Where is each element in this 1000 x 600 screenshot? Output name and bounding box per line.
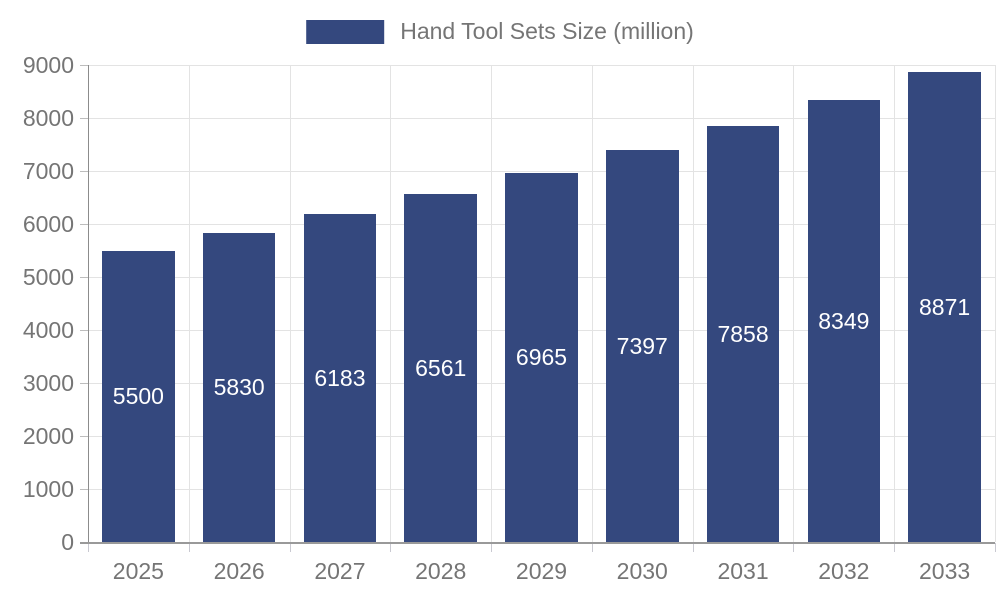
y-axis-tick xyxy=(80,383,88,384)
y-axis-label: 9000 xyxy=(22,52,74,78)
y-axis-tick xyxy=(80,330,88,331)
bar-value-label: 7397 xyxy=(616,332,668,359)
x-axis-tick xyxy=(692,543,694,552)
x-axis-tick xyxy=(188,543,190,552)
bar-value-label: 5500 xyxy=(112,383,164,410)
legend-label: Hand Tool Sets Size (million) xyxy=(400,18,694,44)
bar[interactable]: 8871 xyxy=(908,71,981,542)
gridline-vertical xyxy=(188,65,190,542)
y-axis-line xyxy=(88,65,89,543)
bar[interactable]: 6561 xyxy=(404,194,477,542)
y-axis-label: 6000 xyxy=(22,211,74,237)
y-axis-label: 3000 xyxy=(22,370,74,396)
y-axis-label: 7000 xyxy=(22,158,74,184)
bar-value-label: 6183 xyxy=(314,365,366,392)
x-axis-tick xyxy=(793,543,795,552)
x-axis-tick xyxy=(894,543,896,552)
x-axis-label: 2033 xyxy=(919,558,971,584)
x-axis-line xyxy=(80,542,995,544)
legend-swatch xyxy=(306,19,385,44)
x-axis-label: 2028 xyxy=(415,558,467,584)
y-axis-label: 2000 xyxy=(22,423,74,449)
gridline-vertical xyxy=(692,65,694,542)
gridline-vertical xyxy=(793,65,795,542)
y-axis-label: 8000 xyxy=(22,105,74,131)
y-axis-tick xyxy=(80,118,88,119)
gridline-vertical xyxy=(289,65,291,542)
bar[interactable]: 6183 xyxy=(303,214,377,542)
bar[interactable]: 5500 xyxy=(102,250,175,542)
bar[interactable]: 5830 xyxy=(202,233,276,542)
bar[interactable]: 8349 xyxy=(807,99,881,542)
y-axis-label: 5000 xyxy=(22,264,74,290)
gridline-vertical xyxy=(894,65,896,542)
bar-value-label: 7858 xyxy=(717,320,769,347)
bar[interactable]: 7397 xyxy=(605,149,679,542)
x-axis-tick xyxy=(995,543,996,552)
x-axis-label: 2026 xyxy=(213,558,265,584)
bar[interactable]: 7858 xyxy=(706,125,780,542)
x-axis-tick xyxy=(88,543,89,552)
gridline-vertical xyxy=(491,65,493,542)
gridline-horizontal xyxy=(88,171,995,172)
gridline-horizontal xyxy=(88,65,995,66)
x-axis-tick xyxy=(390,543,392,552)
x-axis-label: 2031 xyxy=(717,558,769,584)
gridline-vertical xyxy=(591,65,593,542)
x-axis-label: 2025 xyxy=(112,558,164,584)
y-axis-label: 1000 xyxy=(22,476,74,502)
x-axis-label: 2027 xyxy=(314,558,366,584)
x-axis-tick xyxy=(289,543,291,552)
x-axis-label: 2030 xyxy=(616,558,668,584)
bar-value-label: 8871 xyxy=(919,293,971,320)
gridline-vertical xyxy=(390,65,392,542)
y-axis-tick xyxy=(80,436,88,437)
y-axis-tick xyxy=(80,224,88,225)
x-axis-tick xyxy=(491,543,493,552)
bar-value-label: 6561 xyxy=(415,355,467,382)
x-axis-tick xyxy=(591,543,593,552)
y-axis-label: 4000 xyxy=(22,317,74,343)
y-axis-tick xyxy=(80,171,88,172)
bar-value-label: 6965 xyxy=(515,344,568,371)
x-axis-label: 2029 xyxy=(515,558,568,584)
gridline-vertical xyxy=(995,65,996,542)
y-axis-label: 0 xyxy=(61,529,74,555)
gridline-horizontal xyxy=(88,118,995,119)
bar-value-label: 8349 xyxy=(818,307,870,334)
legend-item[interactable]: Hand Tool Sets Size (million) xyxy=(306,18,694,45)
bar[interactable]: 6965 xyxy=(505,172,578,542)
x-axis-label: 2032 xyxy=(818,558,870,584)
y-axis-tick xyxy=(80,489,88,490)
bar-value-label: 5830 xyxy=(213,374,265,401)
y-axis-tick xyxy=(80,65,88,66)
y-axis-tick xyxy=(80,277,88,278)
